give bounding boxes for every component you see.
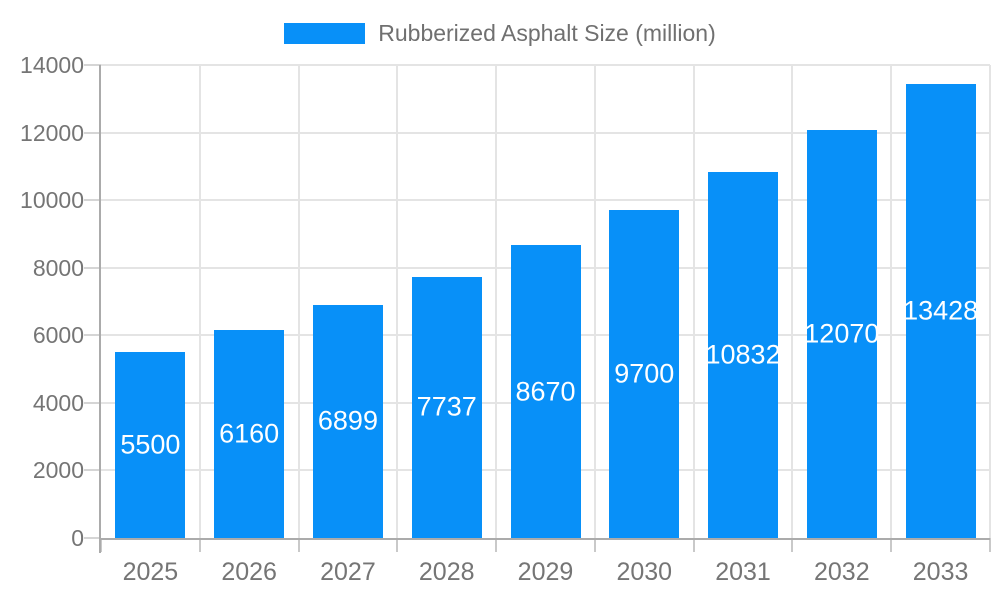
- x-axis-label: 2028: [418, 558, 475, 586]
- x-axis-tick: [791, 538, 794, 552]
- y-axis-tick: [84, 266, 101, 269]
- bar-value-label: 6899: [317, 405, 378, 436]
- y-axis-label: 0: [71, 525, 84, 551]
- bar-value-label: 7737: [416, 391, 477, 422]
- bar-value-label: 8670: [515, 376, 576, 407]
- y-axis-tick: [84, 334, 101, 337]
- bar-value-label: 6160: [219, 418, 280, 449]
- y-gridline: [101, 131, 990, 134]
- y-axis-tick: [84, 401, 101, 404]
- bar: 5500: [115, 352, 186, 538]
- x-gridline: [495, 65, 498, 538]
- plot-area: 0 2000 4000 6000 8000 10000 12000 14000 2025 5500…: [20, 52, 991, 586]
- legend-swatch: [284, 23, 366, 44]
- x-axis-label: 2027: [320, 558, 376, 586]
- x-axis-tick: [100, 538, 102, 552]
- y-axis-tick: [84, 537, 101, 539]
- x-gridline: [396, 65, 399, 538]
- x-axis-label: 2026: [221, 558, 277, 586]
- x-axis-tick: [297, 538, 300, 552]
- bar: 6899: [312, 304, 383, 538]
- y-axis-label: 12000: [20, 119, 84, 146]
- bar-value-label: 12070: [804, 318, 880, 349]
- y-axis-tick: [84, 64, 101, 66]
- x-axis-tick: [890, 538, 893, 552]
- x-axis-label: 2032: [814, 558, 870, 586]
- x-gridline: [890, 65, 893, 538]
- x-axis-label: 2030: [616, 558, 673, 586]
- x-axis-tick: [593, 538, 596, 552]
- bar: 12070: [804, 130, 880, 538]
- x-gridline: [593, 65, 596, 538]
- bar: 13428: [903, 84, 979, 538]
- y-axis-label: 2000: [32, 457, 84, 484]
- bar-value-label: 10832: [705, 339, 781, 370]
- legend-label: Rubberized Asphalt Size (million): [378, 20, 716, 46]
- x-axis-tick: [198, 538, 201, 552]
- y-axis-tick: [84, 199, 101, 202]
- bar: 8670: [510, 245, 581, 538]
- x-axis-tick: [495, 538, 498, 552]
- y-gridline: [101, 199, 990, 202]
- bar-value-label: 13428: [903, 295, 979, 326]
- bar: 7737: [411, 276, 482, 538]
- x-gridline: [198, 65, 201, 538]
- x-axis-line: [101, 538, 990, 540]
- x-gridline: [791, 65, 794, 538]
- bar: 6160: [214, 329, 285, 538]
- y-axis-tick: [84, 131, 101, 134]
- bar: 9700: [609, 210, 680, 538]
- bar-value-label: 9700: [614, 358, 675, 389]
- y-axis-tick: [84, 469, 101, 472]
- x-gridline: [989, 65, 991, 538]
- x-gridline: [692, 65, 695, 538]
- x-axis-label: 2031: [715, 558, 771, 586]
- x-axis-tick: [692, 538, 695, 552]
- y-axis-label: 8000: [32, 254, 84, 281]
- x-axis-label: 2033: [912, 558, 969, 586]
- y-axis-label: 14000: [20, 52, 84, 78]
- legend: Rubberized Asphalt Size (million): [0, 20, 1000, 47]
- x-axis-tick: [396, 538, 399, 552]
- x-axis-label: 2029: [517, 558, 574, 586]
- bar: 10832: [705, 172, 781, 538]
- bar-value-label: 5500: [120, 429, 181, 460]
- y-axis-label: 4000: [32, 389, 84, 416]
- y-gridline: [101, 64, 990, 66]
- y-axis-line: [99, 65, 101, 553]
- x-axis-tick: [989, 538, 991, 552]
- x-gridline: [297, 65, 300, 538]
- y-axis-label: 10000: [20, 187, 84, 214]
- y-axis-label: 6000: [32, 322, 84, 349]
- x-axis-label: 2025: [122, 558, 179, 586]
